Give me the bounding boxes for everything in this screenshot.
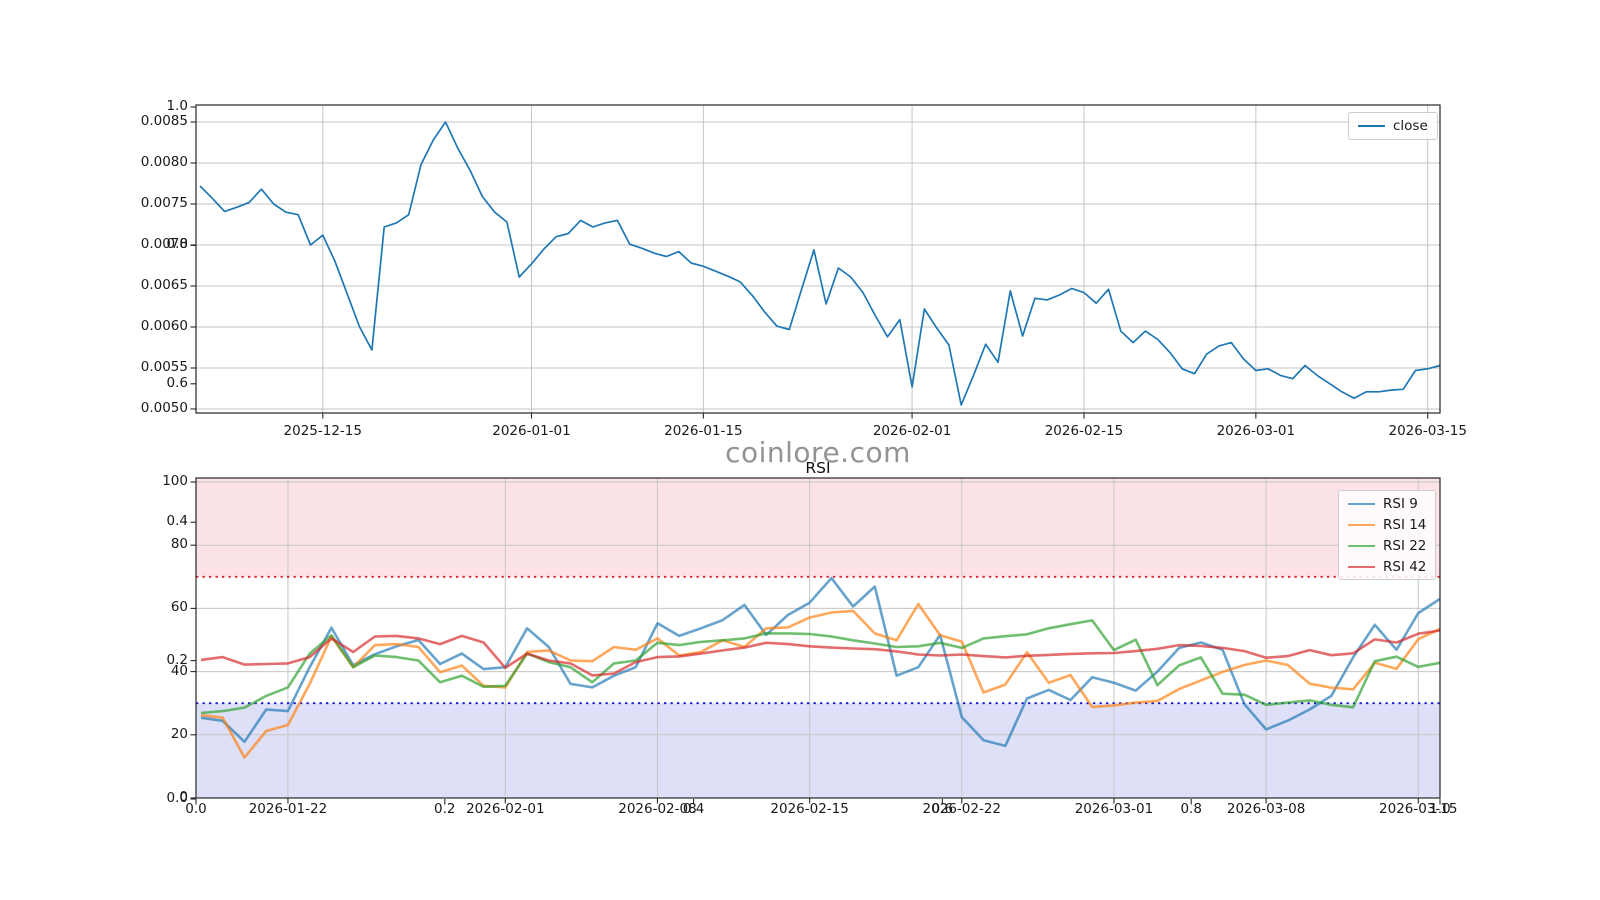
rsi-y-tick-label: 0: [179, 789, 188, 805]
rsi22-line-sample: [1348, 544, 1375, 547]
price-y-tick-label: 0.0065: [140, 277, 188, 293]
close-line-sample: [1358, 125, 1385, 127]
legend-item-rsi9: RSI 9: [1348, 495, 1426, 512]
overlay-y-tick-label: 0.6: [166, 374, 188, 391]
rsi-y-tick-label: 80: [170, 536, 188, 553]
rsi-y-tick-label: 60: [170, 599, 188, 616]
rsi-legend: RSI 9 RSI 14 RSI 22 RSI 42: [1338, 490, 1437, 580]
legend-label: RSI 22: [1383, 537, 1427, 554]
rsi-x-tick-label: 2026-03-15: [1379, 801, 1458, 817]
overlay-x-tick-label: 0.6: [931, 801, 954, 817]
overlay-x-tick-label: 0.0: [185, 801, 207, 817]
rsi-y-tick-label: 40: [170, 662, 188, 679]
legend-label: close: [1393, 118, 1428, 134]
overlay-y-tick-label: 0.8: [166, 236, 188, 253]
rsi-x-tick-label: 2026-02-15: [770, 801, 849, 817]
overlay-x-tick-label: 0.4: [682, 801, 705, 817]
rsi-x-tick-label: 2026-02-22: [922, 801, 1002, 817]
overlay-y-tick-label: 0.4: [166, 513, 188, 530]
overlay-x-tick-label: 1.0: [1429, 801, 1451, 817]
price-x-tick-label: 2026-02-15: [1044, 423, 1124, 439]
price-y-tick-label: 0.0055: [140, 359, 188, 375]
rsi9-line-sample: [1348, 502, 1375, 505]
legend-label: RSI 9: [1383, 495, 1418, 512]
rsi42-line-sample: [1348, 565, 1375, 568]
overlay-y-tick-label: 1.0: [166, 98, 188, 114]
legend-label: RSI 14: [1383, 516, 1427, 533]
price-x-tick-label: 2026-01-15: [664, 423, 743, 439]
price-legend: close: [1348, 112, 1438, 140]
price-x-tick-label: 2026-01-01: [492, 423, 571, 439]
legend-label: RSI 42: [1383, 558, 1427, 575]
rsi-x-tick-label: 2026-02-01: [466, 801, 545, 817]
price-y-tick-label: 0.0050: [140, 400, 188, 416]
rsi-chart-title: RSI: [805, 459, 831, 477]
legend-item-rsi22: RSI 22: [1348, 537, 1426, 554]
price-x-tick-label: 2026-02-01: [872, 423, 952, 439]
price-x-tick-label: 2025-12-15: [283, 423, 362, 439]
rsi-y-tick-label: 20: [170, 725, 188, 742]
watermark: coinlore.com: [725, 436, 911, 469]
price-y-tick-label: 0.0075: [140, 195, 188, 211]
price-y-tick-label: 0.0060: [140, 318, 188, 334]
legend-item-rsi42: RSI 42: [1348, 558, 1426, 575]
legend-item-close: close: [1358, 118, 1428, 135]
overlay-y-tick-label: 0.2: [166, 651, 188, 668]
rsi-x-tick-label: 2026-03-08: [1226, 801, 1306, 817]
overlay-x-tick-label: 0.8: [1180, 801, 1202, 817]
price-x-tick-label: 2026-03-01: [1216, 423, 1296, 439]
price-x-tick-label: 2026-03-15: [1388, 423, 1467, 439]
rsi-x-tick-label: 2026-03-01: [1074, 801, 1154, 817]
overlay-y-tick-label: 0.0: [166, 790, 188, 806]
rsi-x-tick-label: 2026-02-08: [618, 801, 697, 817]
legend-item-rsi14: RSI 14: [1348, 516, 1426, 533]
overlay-x-tick-label: 0.2: [434, 801, 456, 817]
price-y-tick-label: 0.0080: [140, 154, 188, 170]
rsi-y-tick-label: 100: [162, 473, 188, 489]
price-y-tick-label: 0.0085: [140, 113, 188, 129]
price-y-tick-label: 0.0070: [140, 236, 188, 252]
rsi-x-tick-label: 2026-01-22: [248, 801, 328, 817]
rsi14-line-sample: [1348, 523, 1375, 526]
